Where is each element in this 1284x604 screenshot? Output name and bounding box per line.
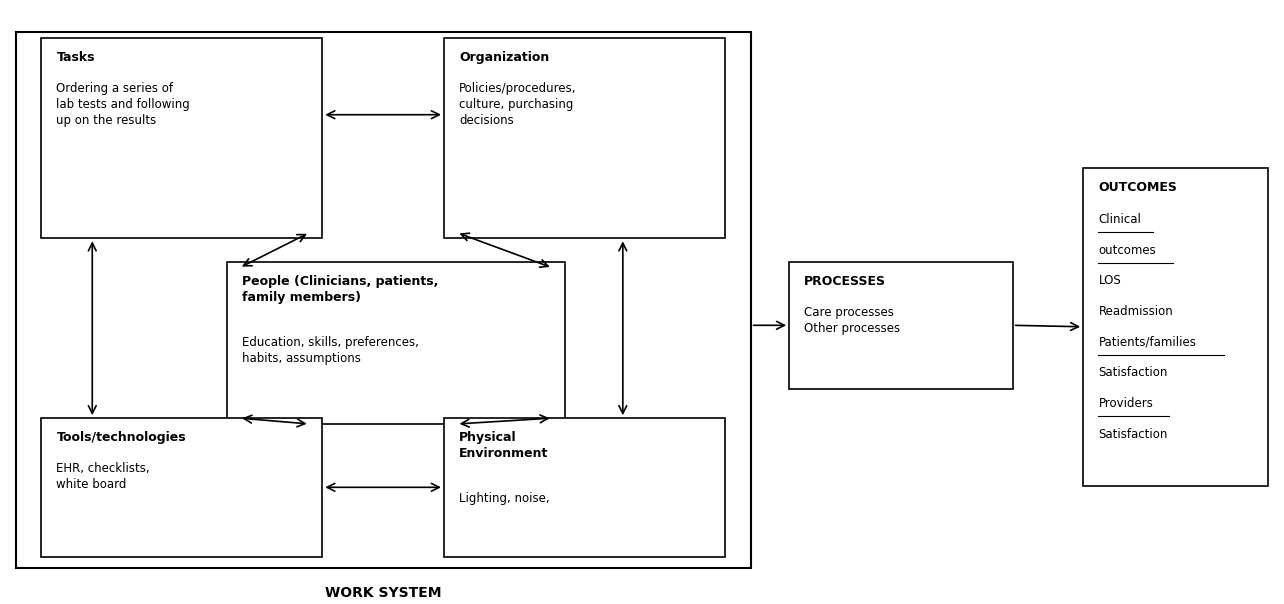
Text: Satisfaction: Satisfaction bbox=[1098, 428, 1167, 440]
Text: Patients/families: Patients/families bbox=[1098, 336, 1197, 349]
Text: OUTCOMES: OUTCOMES bbox=[1098, 181, 1177, 194]
Text: People (Clinicians, patients,
family members): People (Clinicians, patients, family mem… bbox=[241, 275, 438, 304]
FancyBboxPatch shape bbox=[15, 32, 751, 568]
Text: WORK SYSTEM: WORK SYSTEM bbox=[325, 586, 442, 600]
Text: Policies/procedures,
culture, purchasing
decisions: Policies/procedures, culture, purchasing… bbox=[460, 82, 577, 127]
FancyBboxPatch shape bbox=[41, 38, 322, 239]
FancyBboxPatch shape bbox=[226, 262, 565, 424]
FancyBboxPatch shape bbox=[790, 262, 1013, 388]
Text: Tools/technologies: Tools/technologies bbox=[56, 431, 186, 444]
Text: Ordering a series of
lab tests and following
up on the results: Ordering a series of lab tests and follo… bbox=[56, 82, 190, 127]
FancyBboxPatch shape bbox=[41, 418, 322, 556]
FancyBboxPatch shape bbox=[444, 418, 725, 556]
Text: Satisfaction: Satisfaction bbox=[1098, 366, 1167, 379]
Text: PROCESSES: PROCESSES bbox=[804, 275, 886, 288]
Text: Physical
Environment: Physical Environment bbox=[460, 431, 548, 460]
FancyBboxPatch shape bbox=[444, 38, 725, 239]
Text: Organization: Organization bbox=[460, 51, 550, 64]
Text: Readmission: Readmission bbox=[1098, 305, 1174, 318]
Text: Lighting, noise,: Lighting, noise, bbox=[460, 492, 550, 506]
Text: Clinical: Clinical bbox=[1098, 213, 1141, 226]
Text: Providers: Providers bbox=[1098, 397, 1153, 410]
Text: EHR, checklists,
white board: EHR, checklists, white board bbox=[56, 461, 150, 490]
Text: Tasks: Tasks bbox=[56, 51, 95, 64]
Text: outcomes: outcomes bbox=[1098, 244, 1156, 257]
Text: LOS: LOS bbox=[1098, 274, 1121, 288]
Text: Education, skills, preferences,
habits, assumptions: Education, skills, preferences, habits, … bbox=[241, 336, 419, 365]
Text: Care processes
Other processes: Care processes Other processes bbox=[804, 306, 900, 335]
FancyBboxPatch shape bbox=[1084, 168, 1269, 486]
